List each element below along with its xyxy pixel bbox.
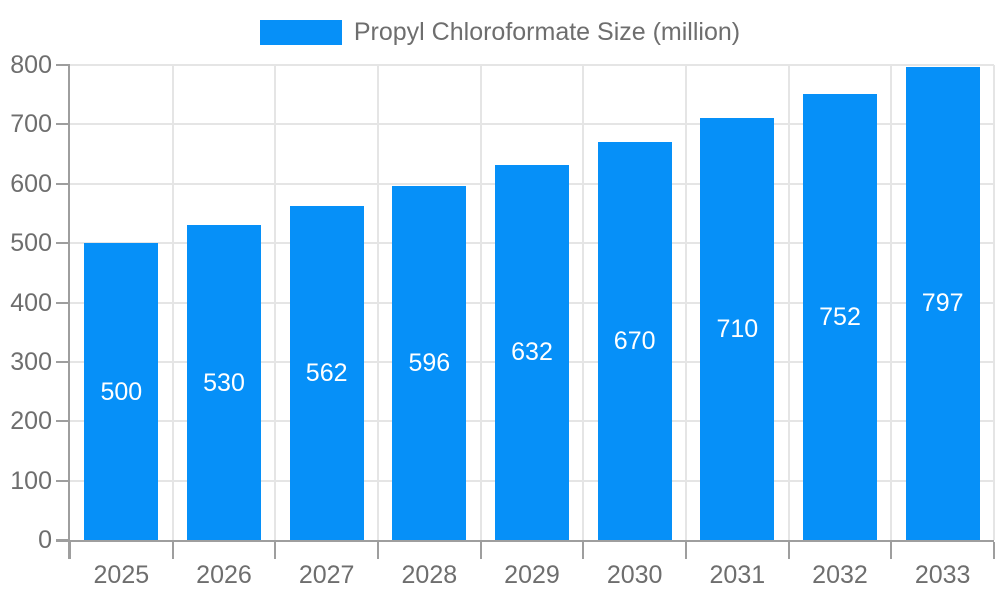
x-tick-label: 2031 [709,561,766,589]
y-tick [56,123,70,126]
y-axis-line [68,65,70,559]
v-gridline [890,65,893,540]
y-tick [56,182,70,185]
bar-value-label: 670 [613,327,656,356]
bar[interactable]: 710 [700,118,775,540]
v-gridline [171,65,174,540]
bar[interactable]: 797 [905,66,980,540]
x-tick [69,542,71,559]
bar-value-label: 710 [716,315,759,344]
v-gridline [582,65,585,540]
v-gridline [685,65,687,540]
x-tick [787,542,790,559]
x-tick-label: 2033 [914,561,971,589]
bar-value-label: 752 [819,302,861,331]
v-gridline [274,65,277,540]
bar-value-label: 632 [511,338,553,367]
x-tick [890,542,893,559]
x-tick-label: 2025 [93,561,150,589]
y-tick [56,360,70,363]
y-tick [56,301,70,304]
v-gridline [377,65,379,540]
y-tick-label: 100 [10,466,52,495]
bar[interactable]: 596 [392,186,467,540]
x-tick-label: 2029 [504,561,560,589]
y-tick-label: 500 [10,229,52,258]
h-gridline [70,64,994,66]
y-tick-label: 300 [10,347,52,376]
legend-item[interactable]: Propyl Chloroformate Size (million) [259,18,741,46]
x-tick-label: 2026 [196,561,252,589]
v-gridline [993,65,995,540]
y-tick-label: 400 [10,288,52,317]
x-tick [993,542,995,559]
x-tick [685,542,687,559]
x-tick-label: 2032 [812,561,868,589]
bar-value-label: 596 [408,349,451,378]
x-tick [582,542,585,559]
y-tick-label: 600 [10,169,52,198]
bar[interactable]: 632 [495,164,569,540]
legend-swatch-icon [259,20,342,45]
y-tick [56,539,70,541]
y-tick [56,64,70,66]
v-gridline [479,65,482,540]
x-tick [274,542,277,559]
y-tick [56,242,70,245]
v-gridline [787,65,790,540]
x-axis-line [56,540,994,542]
y-tick-label: 700 [10,110,52,139]
bar[interactable]: 562 [289,206,364,540]
legend: Propyl Chloroformate Size (million) [0,20,1000,45]
y-tick [56,479,70,482]
bar-value-label: 500 [100,377,143,406]
bar[interactable]: 500 [84,243,159,540]
x-tick-label: 2027 [298,561,355,589]
bar[interactable]: 530 [187,225,261,540]
legend-label: Propyl Chloroformate Size (million) [353,18,741,46]
bar[interactable]: 670 [597,142,672,540]
bar-value-label: 562 [305,359,348,388]
y-tick-label: 0 [38,526,52,554]
x-tick [377,542,379,559]
bar-value-label: 530 [203,368,245,397]
x-tick [479,542,482,559]
x-tick-label: 2028 [401,561,458,589]
y-tick-label: 200 [10,407,52,436]
y-tick-label: 800 [10,51,52,79]
x-tick [171,542,174,559]
bar-value-label: 797 [921,289,964,318]
h-gridline [70,123,994,126]
y-tick [56,420,70,423]
bar[interactable]: 752 [803,93,877,540]
x-tick-label: 2030 [606,561,663,589]
